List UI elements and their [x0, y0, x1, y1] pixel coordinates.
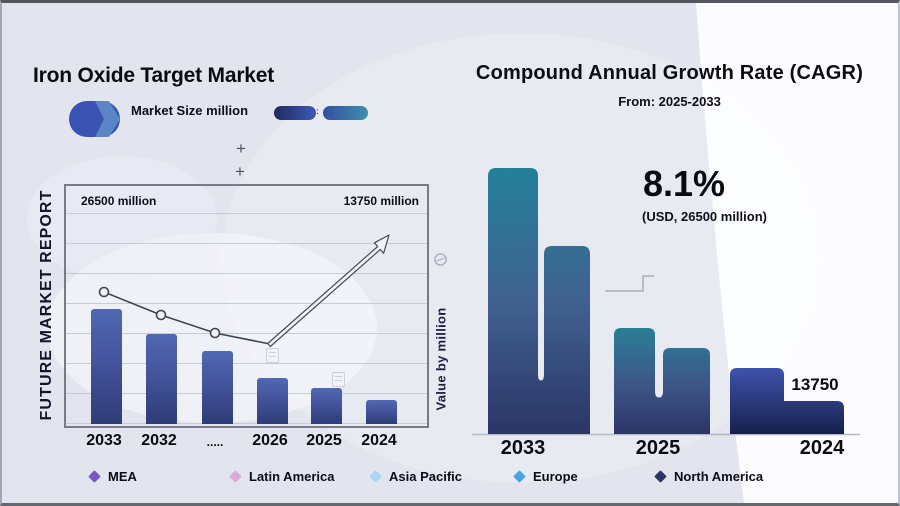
legend-item-europe: Europe: [513, 469, 578, 484]
gridline: [66, 303, 427, 304]
x-label-2033: 2033: [500, 437, 546, 459]
gridline: [66, 243, 427, 244]
cagr-detail: (USD, 26500 million): [642, 209, 767, 224]
legend-label: Asia Pacific: [389, 469, 462, 484]
x-label: 2032: [141, 432, 177, 449]
cagr-subtitle: From: 2025-2033: [618, 94, 721, 109]
x-label-2025: 2025: [635, 437, 681, 459]
market-size-label: Market Size million: [131, 103, 249, 118]
bar-group-2025: [614, 328, 710, 434]
bar-dots: [202, 351, 233, 424]
annotation-left: 26500 million: [81, 194, 157, 208]
step-bracket-decoration: [605, 275, 654, 292]
legend-label: Europe: [533, 469, 578, 484]
gridline: [66, 273, 427, 274]
x-label: 2024: [361, 432, 397, 449]
bar-group-2024: [730, 368, 844, 434]
diamond-icon: [513, 470, 526, 483]
market-size-icon: [69, 101, 120, 137]
cagr-value: 8.1%: [643, 163, 726, 204]
market-size-chart: 26500 million 13750 million: [64, 184, 429, 428]
gridline: [66, 363, 427, 364]
bar-2026: [257, 378, 288, 424]
legend-item-latin-america: Latin America: [229, 469, 335, 484]
legend-label: Latin America: [249, 469, 335, 484]
ratio-colon: :: [316, 106, 319, 116]
value-by-million-label: Value by million: [433, 307, 449, 411]
x-label-2024: 2024: [799, 437, 845, 459]
trend-line-overlay: [98, 234, 390, 348]
bar-2025: [311, 388, 342, 424]
crossed-circle-icon: [434, 253, 447, 266]
document-watermark-icon: [266, 348, 279, 363]
legend-item-asia-pacific: Asia Pacific: [369, 469, 462, 484]
gridline: [66, 393, 427, 394]
legend-label: North America: [674, 469, 764, 484]
diamond-icon: [229, 470, 242, 483]
gridline: [66, 423, 427, 424]
gridline: [66, 333, 427, 334]
diamond-icon: [88, 470, 101, 483]
cagr-title: Compound Annual Growth Rate (CAGR): [475, 62, 864, 84]
plus-decoration-2: +: [235, 162, 245, 181]
legend-item-mea: MEA: [88, 469, 137, 484]
diamond-icon: [369, 470, 382, 483]
bar-2032: [146, 334, 177, 424]
x-label: 2025: [306, 432, 342, 449]
ratio-pill-dark: [274, 106, 316, 120]
bar-2024: [366, 400, 397, 424]
annotation-right: 13750 million: [343, 194, 419, 208]
diamond-icon: [654, 470, 667, 483]
bar-2033: [91, 309, 122, 424]
x-label: 2026: [252, 432, 288, 449]
data-label-13750: 13750: [791, 375, 839, 394]
page-title: Iron Oxide Target Market: [33, 64, 275, 87]
bar-group-2033: [488, 168, 590, 434]
x-label: 2033: [86, 432, 122, 449]
plus-decoration-1: +: [236, 139, 246, 158]
gridline: [66, 213, 427, 214]
legend-item-north-america: North America: [654, 469, 764, 484]
future-market-report-label: FUTURE MARKET REPORT: [38, 189, 55, 421]
cagr-bar-chart: [472, 168, 860, 436]
ratio-pill-teal: [323, 106, 368, 120]
x-label: .....: [206, 435, 224, 449]
document-watermark-icon: [332, 372, 345, 387]
legend-label: MEA: [108, 469, 137, 484]
